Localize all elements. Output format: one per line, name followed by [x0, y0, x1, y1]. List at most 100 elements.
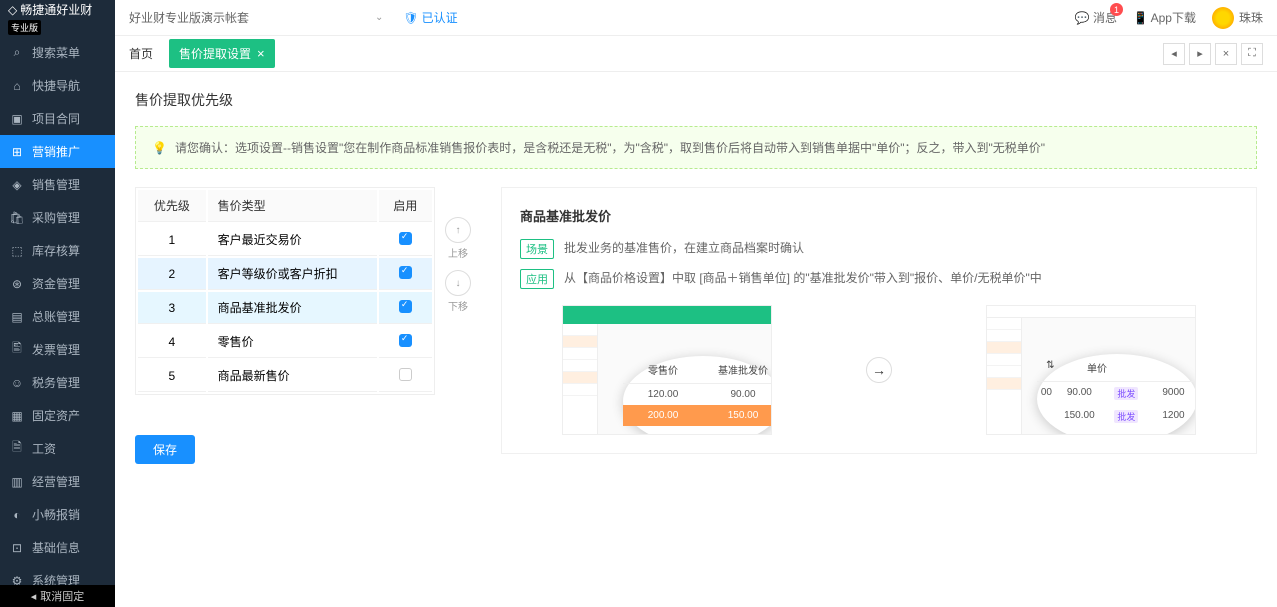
demo-bubble: ⇅单价 0090.00批发9000 150.00批发1200 [1037, 354, 1196, 435]
tip-text: 请您确认：选项设置--销售设置"您在制作商品标准销售报价表时，是含税还是无税"，… [175, 139, 1045, 156]
cell-type: 客户最近交易价 [208, 224, 377, 256]
enable-checkbox[interactable] [399, 300, 412, 313]
close-icon[interactable]: × [257, 46, 265, 61]
sidebar-item-label: 采购管理 [32, 209, 80, 226]
messages-count: 1 [1110, 3, 1123, 16]
table-row[interactable]: 5 商品最新售价 [138, 360, 432, 392]
sidebar-item-finance[interactable]: ⊛ 资金管理 [0, 267, 115, 300]
search-icon: ⌕ [10, 46, 24, 60]
sidebar-item-purchase[interactable]: 🛍 采购管理 [0, 201, 115, 234]
sales-icon: ◈ [10, 178, 24, 192]
finance-icon: ⊛ [10, 277, 24, 291]
info-title: 商品基准批发价 [520, 206, 1238, 225]
sidebar-item-label: 资金管理 [32, 275, 80, 292]
sidebar-unpin[interactable]: ◂取消固定 [0, 585, 115, 607]
demo-bubble: 零售价基准批发价 120.0090.00 200.00150.00 [623, 356, 772, 435]
tab-home[interactable]: 首页 [129, 45, 153, 62]
arrow-icon: → [866, 357, 892, 383]
cell-priority: 4 [138, 326, 206, 358]
mini-cell: 90.00 [703, 384, 772, 405]
sidebar-item-label: 发票管理 [32, 341, 80, 358]
verified-badge: 🛡 已认证 [403, 9, 457, 26]
move-up-button[interactable]: ↑ [445, 217, 471, 243]
cell-type: 商品最新售价 [208, 360, 377, 392]
move-down-button[interactable]: ↓ [445, 270, 471, 296]
sidebar-item-search-menu[interactable]: ⌕搜索菜单 [0, 36, 115, 69]
fullscreen-button[interactable]: ⛶ [1241, 43, 1263, 65]
sidebar-item-label: 固定资产 [32, 407, 80, 424]
table-row[interactable]: 3 商品基准批发价 [138, 292, 432, 324]
sidebar-item-marketing[interactable]: ⊞营销推广 [0, 135, 115, 168]
home-icon: ⌂ [10, 79, 24, 93]
sidebar-item-inventory[interactable]: ⬚库存核算 [0, 234, 115, 267]
enable-checkbox[interactable] [399, 266, 412, 279]
tabbar: 首页 售价提取设置 × ◂ ▸ × ⛶ [115, 36, 1277, 72]
bulb-icon: 💡 [152, 141, 167, 155]
sidebar-item-reimburse[interactable]: ◐小畅报销 [0, 498, 115, 531]
sidebar-item-label: 营销推广 [32, 143, 80, 160]
demo-source: 零售价基准批发价 120.0090.00 200.00150.00 [562, 305, 772, 435]
mini-cell: 1200 [1150, 405, 1196, 428]
table-row[interactable]: 2 客户等级价或客户折扣 [138, 258, 432, 290]
chevron-down-icon: ⌄ [375, 12, 383, 23]
sidebar-item-salary[interactable]: 🗎工资 [0, 432, 115, 465]
messages-button[interactable]: 💬 消息 1 [1075, 9, 1117, 26]
ledger-icon: ▤ [10, 310, 24, 324]
cell-type: 客户等级价或客户折扣 [208, 258, 377, 290]
mini-cell: 150.00 [703, 405, 772, 426]
scene-text: 批发业务的基准售价，在建立商品档案时确认 [564, 239, 804, 259]
brand-name: 畅捷通好业财 [20, 1, 92, 18]
tab-prev-button[interactable]: ◂ [1163, 43, 1185, 65]
message-icon: 💬 [1075, 11, 1090, 25]
sidebar-item-project-contract[interactable]: ▣ 项目合同 [0, 102, 115, 135]
enable-checkbox[interactable] [399, 232, 412, 245]
table-row[interactable]: 1 客户最近交易价 [138, 224, 432, 256]
sidebar-item-tax[interactable]: ☺ 税务管理 [0, 366, 115, 399]
project-icon: ▣ [10, 112, 24, 126]
tab-next-button[interactable]: ▸ [1189, 43, 1211, 65]
enable-checkbox[interactable] [399, 368, 412, 381]
sidebar-item-sales[interactable]: ◈ 销售管理 [0, 168, 115, 201]
app-download-button[interactable]: 📱 App下载 [1133, 9, 1196, 26]
account-name: 好业财专业版演示帐套 [129, 9, 249, 26]
th-priority: 优先级 [138, 190, 206, 222]
cell-priority: 5 [138, 360, 206, 392]
sidebar-item-invoice[interactable]: 🖺发票管理 [0, 333, 115, 366]
user-menu[interactable]: 珠珠 [1212, 7, 1263, 29]
tax-icon: ☺ [10, 376, 24, 390]
mini-cell: 90.00 [1056, 382, 1103, 405]
enable-checkbox[interactable] [399, 334, 412, 347]
sidebar-item-ledger[interactable]: ▤ 总账管理 [0, 300, 115, 333]
save-button[interactable]: 保存 [135, 435, 195, 464]
cell-priority: 3 [138, 292, 206, 324]
scene-tag: 场景 [520, 239, 554, 259]
sidebar-item-base-info[interactable]: ⊡基础信息 [0, 531, 115, 564]
cell-type: 零售价 [208, 326, 377, 358]
account-selector[interactable]: 好业财专业版演示帐套 ⌄ [129, 9, 383, 26]
unpin-icon: ◂ [31, 590, 37, 603]
sidebar-item-label: 项目合同 [32, 110, 80, 127]
apply-text: 从【商品价格设置】中取 [商品＋销售单位] 的"基准批发价"带入到"报价、单价/… [564, 269, 1042, 289]
app-download-label: App下载 [1151, 11, 1196, 25]
reimburse-icon: ◐ [10, 508, 24, 522]
topbar: 好业财专业版演示帐套 ⌄ 🛡 已认证 💬 消息 1 📱 App下载 珠珠 [115, 0, 1277, 36]
th-enable: 启用 [379, 190, 432, 222]
table-row[interactable]: 4 零售价 [138, 326, 432, 358]
sidebar-item-operation[interactable]: ▥经营管理 [0, 465, 115, 498]
tab-close-all-button[interactable]: × [1215, 43, 1237, 65]
mini-cell: 9000 [1150, 382, 1196, 405]
sidebar: ◇ 畅捷通好业财 专业版 ⌕搜索菜单 ⌂快捷导航 ▣ 项目合同 ⊞营销推广 ◈ 销售… [0, 0, 115, 607]
sidebar-item-fixed-asset[interactable]: ▦固定资产 [0, 399, 115, 432]
sidebar-item-label: 税务管理 [32, 374, 80, 391]
mini-th: 单价 [1064, 354, 1131, 381]
purchase-icon: 🛍 [10, 211, 24, 225]
brand-logo: ◇ 畅捷通好业财 专业版 [0, 0, 115, 36]
tab-price-setting[interactable]: 售价提取设置 × [169, 39, 275, 68]
sidebar-item-label: 总账管理 [32, 308, 80, 325]
username: 珠珠 [1239, 9, 1263, 26]
sidebar-item-label: 经营管理 [32, 473, 80, 490]
sidebar-item-quick-nav[interactable]: ⌂快捷导航 [0, 69, 115, 102]
sidebar-item-label: 销售管理 [32, 176, 80, 193]
mini-pill: 批发 [1114, 410, 1138, 423]
avatar [1212, 7, 1234, 29]
